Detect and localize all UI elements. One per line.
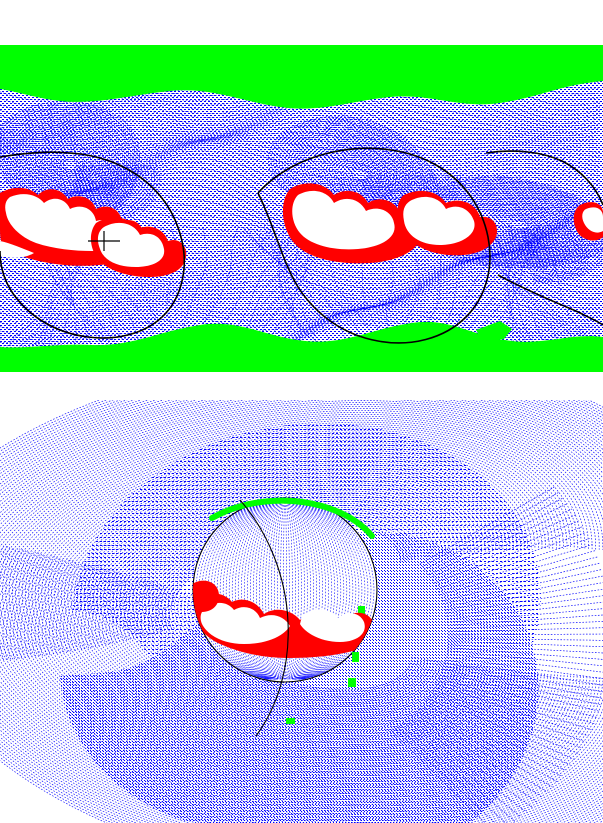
green-polar-arc	[209, 497, 375, 539]
island-white-mid	[97, 222, 165, 267]
crosshair-marker	[88, 231, 120, 251]
sphere-terminator	[239, 499, 289, 737]
green-region-patch	[476, 321, 512, 339]
sphere-white-patch-b	[300, 609, 365, 642]
separatrix-right	[485, 150, 603, 206]
field-line-group	[0, 400, 603, 823]
island-white-far-right	[582, 207, 603, 233]
green-region-north	[0, 45, 603, 109]
perspective-globe-svg	[0, 400, 603, 823]
map-projection-panel	[0, 45, 603, 372]
map-projection-svg	[0, 45, 603, 372]
separatrix-group	[0, 147, 603, 344]
separatrix-center	[257, 147, 491, 344]
island-white-left-b	[0, 241, 34, 258]
island-white-right	[403, 196, 475, 245]
island-white-center	[292, 190, 395, 250]
separatrix-left	[0, 151, 186, 339]
sphere-white-patch-a	[200, 602, 290, 644]
green-patch-group	[286, 606, 365, 724]
perspective-globe-panel	[0, 400, 603, 823]
green-region-south	[0, 321, 603, 372]
island-group	[0, 183, 603, 277]
island-white-left	[5, 194, 117, 251]
separatrix-right-lower	[497, 274, 603, 326]
